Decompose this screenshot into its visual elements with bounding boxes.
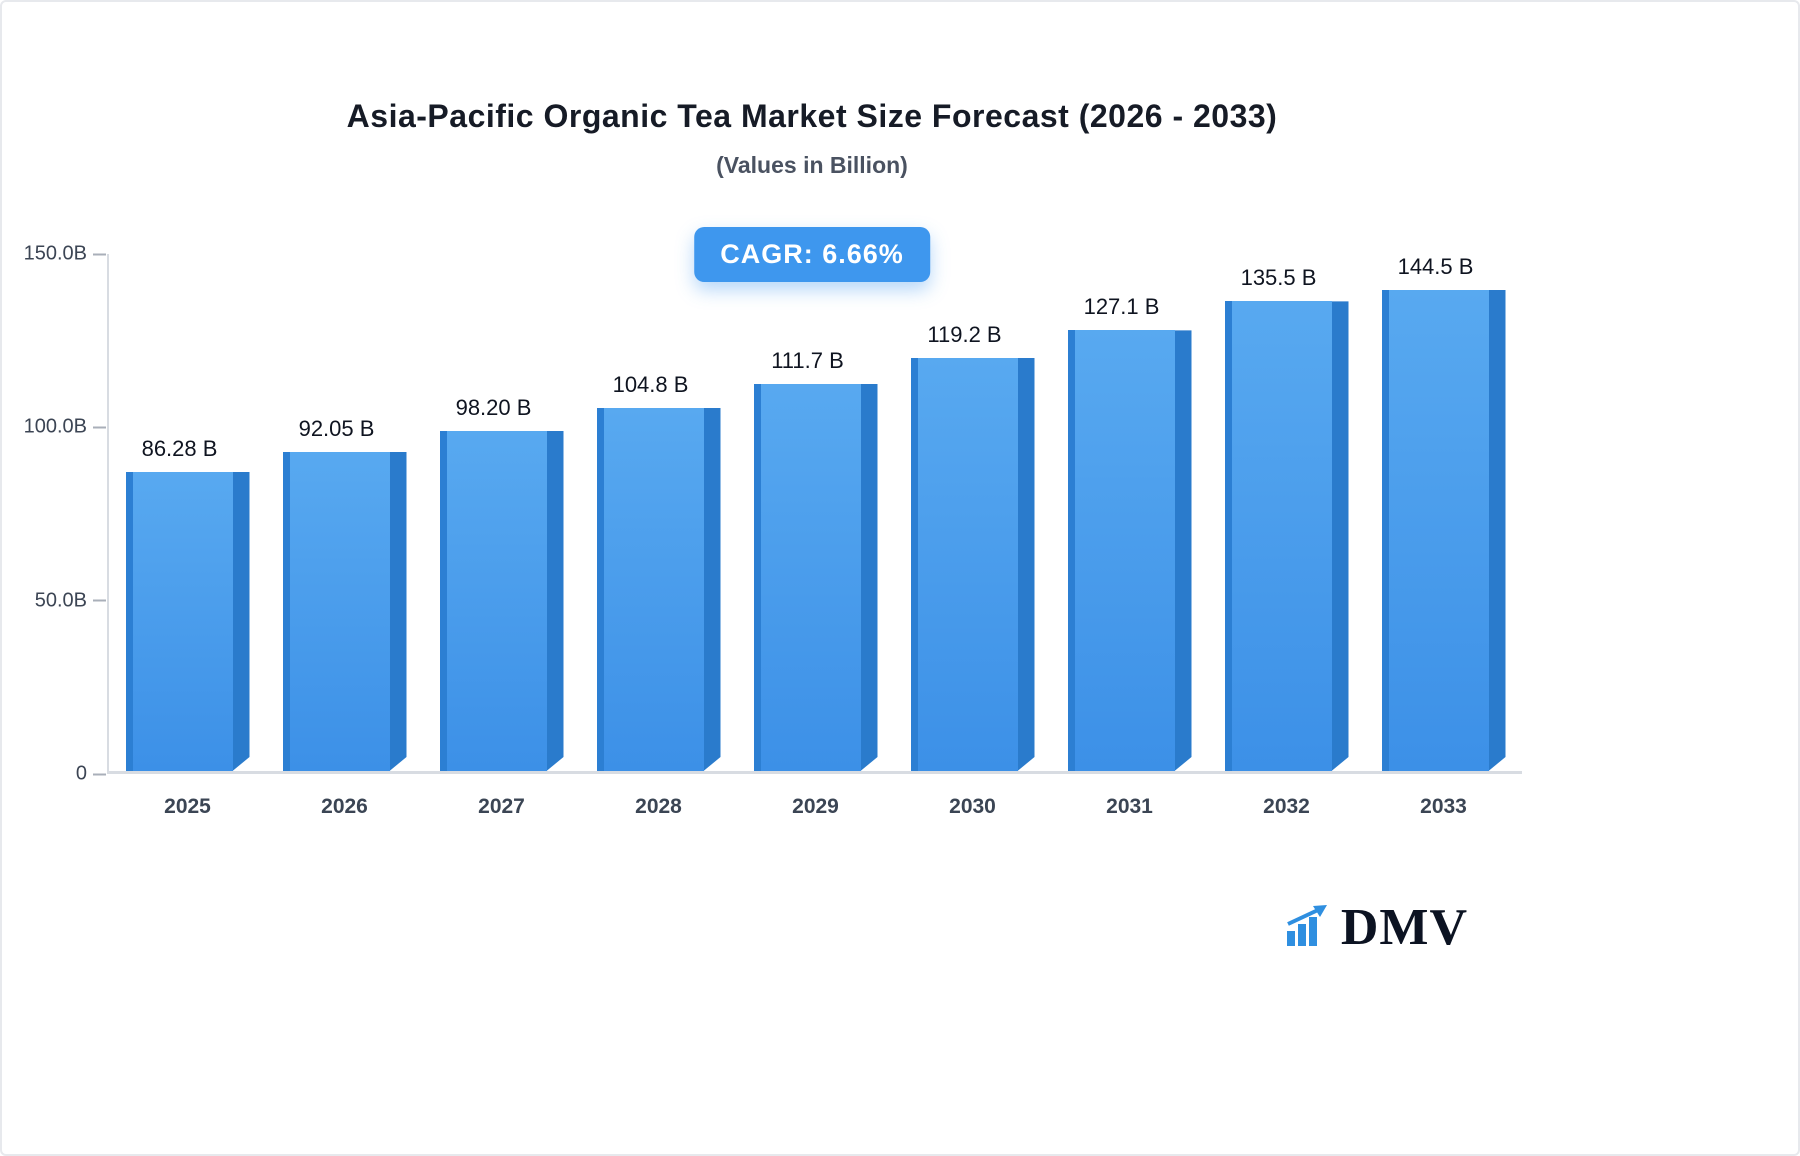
bar-left-edge (753, 383, 761, 771)
bar[interactable] (910, 357, 1035, 771)
x-axis-label: 2026 (321, 795, 368, 818)
y-tick: 0 (76, 763, 109, 786)
bar-value-label: 119.2 B (927, 321, 1002, 347)
bar-body (132, 471, 233, 771)
bar-group: 111.7 B 2029 (737, 254, 894, 818)
bars: 86.28 B 2025 92.05 B 2026 98.20 B 2027 104.8 B… (109, 254, 1522, 818)
bar-group: 86.28 B 2025 (109, 254, 266, 818)
bar-left-edge (1067, 330, 1075, 771)
bar-value-label: 111.7 B (771, 347, 844, 373)
x-axis-label: 2032 (1263, 795, 1310, 818)
bar-side-face (390, 452, 407, 771)
cagr-badge: CAGR: 6.66% (694, 227, 930, 282)
bar-group: 98.20 B 2027 (423, 254, 580, 818)
y-tick-mark (93, 426, 106, 429)
y-tick-label: 0 (75, 762, 87, 785)
bar-left-edge (1224, 301, 1232, 771)
bar-side-face (1175, 330, 1192, 771)
chart-title: Asia-Pacific Organic Tea Market Size For… (346, 98, 1278, 134)
bar-body (1231, 301, 1332, 771)
bar-side-face (704, 408, 721, 771)
x-axis-label: 2027 (478, 795, 525, 818)
bar-left-edge (282, 451, 290, 771)
y-tick-label: 50.0B (34, 589, 87, 612)
bar-body (1388, 290, 1489, 771)
bar[interactable] (1224, 301, 1349, 771)
bar[interactable] (439, 430, 564, 771)
bar[interactable] (282, 451, 407, 771)
bar-group: 104.8 B 2028 (580, 254, 737, 818)
bar-side-face (233, 472, 250, 771)
y-tick-label: 150.0B (23, 242, 87, 265)
y-tick-mark (93, 599, 106, 602)
bar-side-face (1018, 358, 1035, 771)
bar-left-edge (125, 471, 133, 771)
y-tick: 150.0B (24, 243, 109, 266)
x-axis-label: 2031 (1106, 795, 1153, 818)
x-axis-label: 2025 (164, 795, 211, 818)
bar-body (603, 407, 704, 771)
y-tick-mark (93, 773, 106, 775)
bar-value-label: 144.5 B (1397, 254, 1474, 279)
bar-value-label: 98.20 B (455, 394, 532, 420)
bar-group: 127.1 B 2031 (1051, 254, 1208, 818)
bar-group: 135.5 B 2032 (1208, 254, 1365, 818)
bar[interactable] (1067, 330, 1192, 771)
bar-group: 119.2 B 2030 (894, 254, 1051, 818)
bar-body (917, 357, 1018, 771)
bar[interactable] (125, 471, 250, 771)
x-axis-label: 2033 (1420, 795, 1467, 818)
y-tick: 50.0B (35, 589, 109, 612)
y-tick: 100.0B (24, 416, 109, 439)
plot-area: 150.0B 100.0B 50.0B 0 86.28 B 2025 92.05 B 202… (24, 243, 1522, 818)
bar-value-label: 127.1 B (1083, 294, 1160, 320)
bar[interactable] (596, 407, 721, 771)
x-axis-label: 2029 (792, 795, 839, 818)
logo-text: DMV (1340, 899, 1468, 956)
bar-left-edge (1381, 290, 1389, 771)
bar-body (446, 430, 547, 771)
bar-left-edge (910, 357, 918, 771)
bar-side-face (547, 431, 564, 771)
bar-left-edge (596, 407, 604, 771)
bar-side-face (1332, 301, 1349, 771)
bar[interactable] (1381, 290, 1506, 771)
bar[interactable] (753, 383, 878, 771)
x-axis-label: 2028 (635, 795, 682, 818)
bar-value-label: 92.05 B (298, 415, 375, 441)
chart-subtitle: (Values in Billion) (716, 152, 908, 178)
bar-body (760, 383, 861, 771)
bar-group: 92.05 B 2026 (266, 254, 423, 818)
bar-body (289, 451, 390, 771)
bar-left-edge (439, 430, 447, 771)
x-axis-label: 2030 (949, 795, 996, 818)
bar-group: 144.5 B 2033 (1365, 254, 1522, 818)
bar-side-face (1489, 290, 1506, 771)
bar-side-face (861, 384, 878, 771)
y-tick-label: 100.0B (23, 415, 87, 438)
dmv-logo: DMV (1285, 902, 1468, 954)
bar-value-label: 135.5 B (1240, 265, 1317, 291)
bar-body (1074, 330, 1175, 771)
bar-value-label: 86.28 B (141, 435, 218, 461)
bar-chart-growth-icon (1285, 904, 1333, 953)
y-tick-mark (93, 253, 106, 255)
bar-value-label: 104.8 B (612, 371, 689, 397)
